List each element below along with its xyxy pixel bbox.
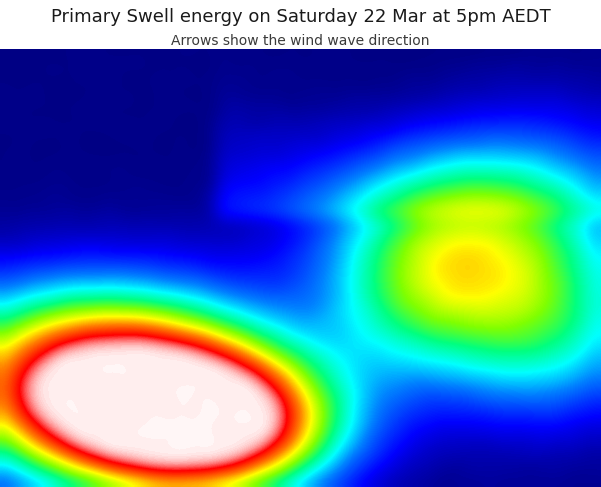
Text: Arrows show the wind wave direction: Arrows show the wind wave direction	[171, 35, 430, 48]
Text: Primary Swell energy on Saturday 22 Mar at 5pm AEDT: Primary Swell energy on Saturday 22 Mar …	[50, 8, 551, 26]
